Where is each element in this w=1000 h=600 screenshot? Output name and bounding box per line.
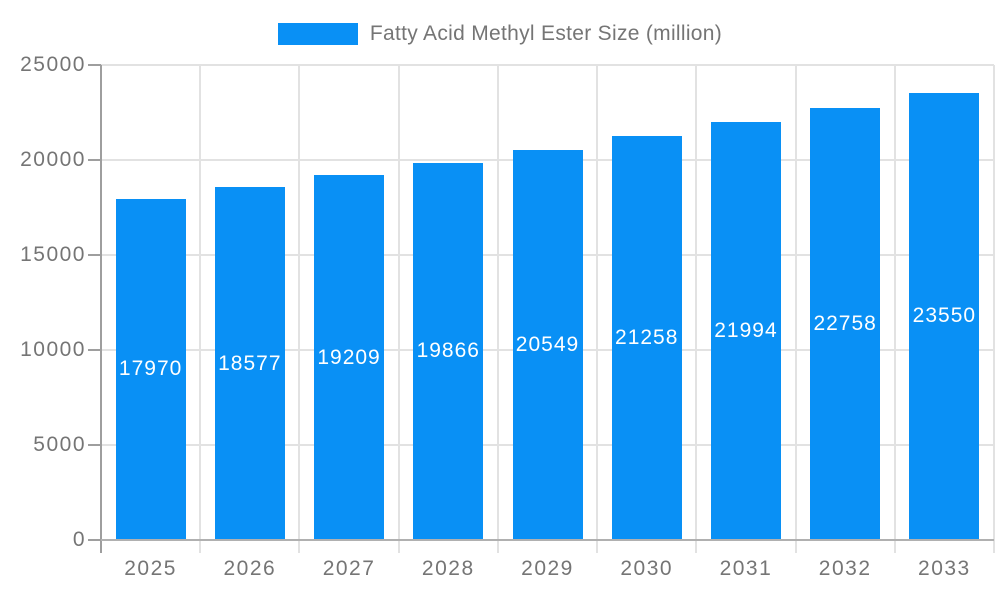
gridline-vertical bbox=[893, 65, 896, 553]
gridline-vertical bbox=[695, 65, 698, 553]
bar bbox=[214, 187, 285, 540]
gridline-vertical bbox=[794, 65, 797, 553]
gridline-vertical bbox=[199, 65, 202, 553]
y-axis-line bbox=[100, 65, 102, 553]
x-axis-line bbox=[101, 539, 994, 541]
y-tick-label: 15000 bbox=[20, 243, 86, 266]
y-tick-mark bbox=[88, 254, 101, 256]
bar bbox=[909, 92, 980, 540]
bar bbox=[611, 136, 682, 540]
gridline-horizontal bbox=[101, 64, 994, 66]
legend-label: Fatty Acid Methyl Ester Size (million) bbox=[369, 22, 723, 45]
y-tick-label: 0 bbox=[72, 528, 86, 551]
gridline-vertical bbox=[496, 65, 499, 553]
bar bbox=[115, 198, 186, 540]
x-tick-label: 2029 bbox=[521, 557, 574, 580]
gridline-vertical bbox=[397, 65, 400, 553]
bar bbox=[413, 162, 484, 540]
bar-value-label: 20549 bbox=[515, 332, 580, 356]
x-tick-label: 2033 bbox=[918, 557, 971, 580]
bar-value-label: 21258 bbox=[615, 326, 679, 350]
legend: Fatty Acid Methyl Ester Size (million) bbox=[0, 22, 1000, 46]
bar bbox=[810, 107, 881, 540]
y-tick-mark bbox=[88, 444, 101, 446]
y-tick-mark bbox=[88, 159, 101, 161]
legend-item[interactable]: Fatty Acid Methyl Ester Size (million) bbox=[277, 22, 723, 46]
bar bbox=[314, 175, 385, 540]
y-tick-mark bbox=[88, 64, 101, 66]
gridline-vertical bbox=[596, 65, 599, 553]
bar bbox=[710, 122, 781, 540]
y-tick-mark bbox=[88, 349, 101, 351]
y-tick-mark bbox=[88, 539, 101, 541]
gridline-vertical bbox=[298, 65, 301, 553]
x-tick-label: 2027 bbox=[322, 557, 376, 580]
x-tick-label: 2028 bbox=[421, 557, 475, 580]
x-tick-label: 2031 bbox=[719, 557, 773, 580]
bar-value-label: 19209 bbox=[317, 345, 381, 369]
y-tick-label: 5000 bbox=[33, 433, 86, 456]
gridline-vertical bbox=[993, 65, 995, 553]
x-tick-label: 2030 bbox=[620, 557, 674, 580]
bar-value-label: 19866 bbox=[416, 339, 480, 363]
bar-value-label: 22758 bbox=[813, 311, 877, 335]
y-tick-label: 20000 bbox=[20, 148, 86, 171]
bar-value-label: 23550 bbox=[912, 304, 977, 328]
y-tick-label: 10000 bbox=[20, 338, 86, 361]
y-tick-label: 25000 bbox=[20, 53, 86, 76]
x-tick-label: 2032 bbox=[818, 557, 872, 580]
legend-swatch bbox=[277, 23, 358, 45]
bar-value-label: 21994 bbox=[714, 319, 778, 343]
x-tick-label: 2025 bbox=[124, 557, 177, 580]
bar bbox=[512, 149, 583, 540]
bar-value-label: 18577 bbox=[218, 351, 282, 375]
bar-value-label: 17970 bbox=[118, 357, 183, 381]
x-tick-label: 2026 bbox=[223, 557, 277, 580]
